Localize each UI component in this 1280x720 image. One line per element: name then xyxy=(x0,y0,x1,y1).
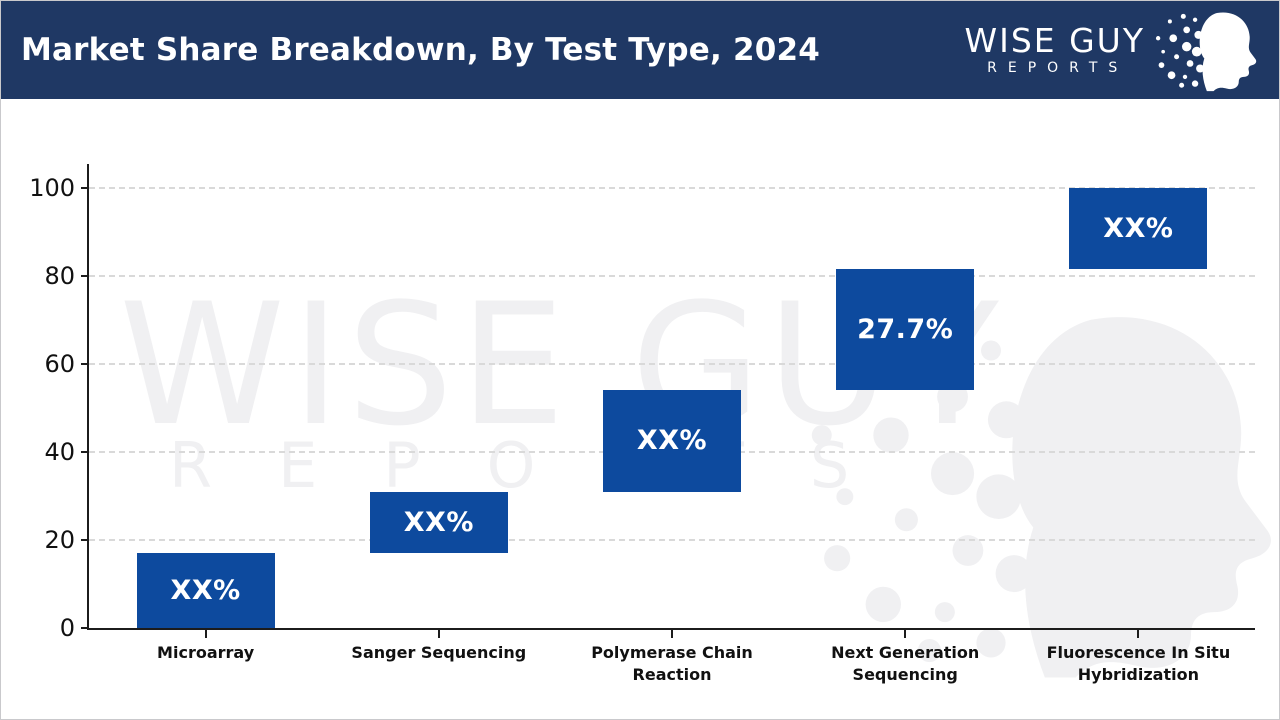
x-tick-mark xyxy=(1137,630,1140,638)
x-category-label: Next Generation Sequencing xyxy=(831,643,980,684)
brand-logo-text: WISE GUY REPORTS xyxy=(964,20,1145,77)
waterfall-chart: WISE GUY REPORTS 0 20 40 60 80 100 XX% Microarr… xyxy=(1,99,1279,719)
y-tick-mark xyxy=(81,275,89,277)
bar-segment: XX% xyxy=(369,491,508,554)
gridline xyxy=(89,187,1255,189)
brand-subtitle: REPORTS xyxy=(987,60,1129,77)
y-tick-mark xyxy=(81,539,89,541)
y-axis-tick-label: 80 xyxy=(44,262,75,290)
x-category-label: Fluorescence In Situ Hybridization xyxy=(1046,643,1231,684)
watermark-head-icon xyxy=(811,317,1271,678)
page-title: Market Share Breakdown, By Test Type, 20… xyxy=(21,32,821,68)
bar-segment: 27.7% xyxy=(836,268,975,391)
y-tick-mark xyxy=(81,187,89,189)
bar-value-label: 27.7% xyxy=(857,313,954,345)
header-bar: Market Share Breakdown, By Test Type, 20… xyxy=(1,1,1279,99)
x-category-label: Microarray xyxy=(157,643,255,662)
y-axis-tick-label: 60 xyxy=(44,350,75,378)
x-category-label: Sanger Sequencing xyxy=(351,643,527,662)
bar-segment: XX% xyxy=(136,553,275,628)
x-axis-line xyxy=(87,628,1255,630)
x-tick-mark xyxy=(437,630,440,638)
y-axis-tick-label: 40 xyxy=(44,438,75,466)
bar-segment: XX% xyxy=(603,390,741,492)
y-axis-tick-label: 100 xyxy=(29,174,75,202)
bar-value-label: XX% xyxy=(170,575,241,607)
y-axis-tick-label: 20 xyxy=(44,526,75,554)
y-axis-tick-label: 0 xyxy=(59,614,75,642)
bar-value-label: XX% xyxy=(1103,212,1174,244)
gridline xyxy=(89,539,1255,541)
x-tick-mark xyxy=(671,630,673,638)
brand-name: WISE GUY xyxy=(964,20,1145,60)
x-tick-mark xyxy=(904,630,907,638)
dotted-head-icon xyxy=(1155,12,1257,92)
brand-logo: WISE GUY REPORTS xyxy=(964,8,1279,92)
gridline xyxy=(89,363,1255,365)
bar-segment: XX% xyxy=(1069,188,1208,269)
bar-value-label: XX% xyxy=(636,425,708,457)
bar-value-label: XX% xyxy=(403,506,474,538)
y-tick-mark xyxy=(81,363,89,365)
gridline xyxy=(89,275,1255,277)
y-axis-line xyxy=(87,164,89,630)
y-tick-mark xyxy=(81,451,89,453)
y-tick-mark xyxy=(81,627,89,629)
x-category-label: Polymerase Chain Reaction xyxy=(591,643,753,684)
x-tick-mark xyxy=(204,630,207,638)
